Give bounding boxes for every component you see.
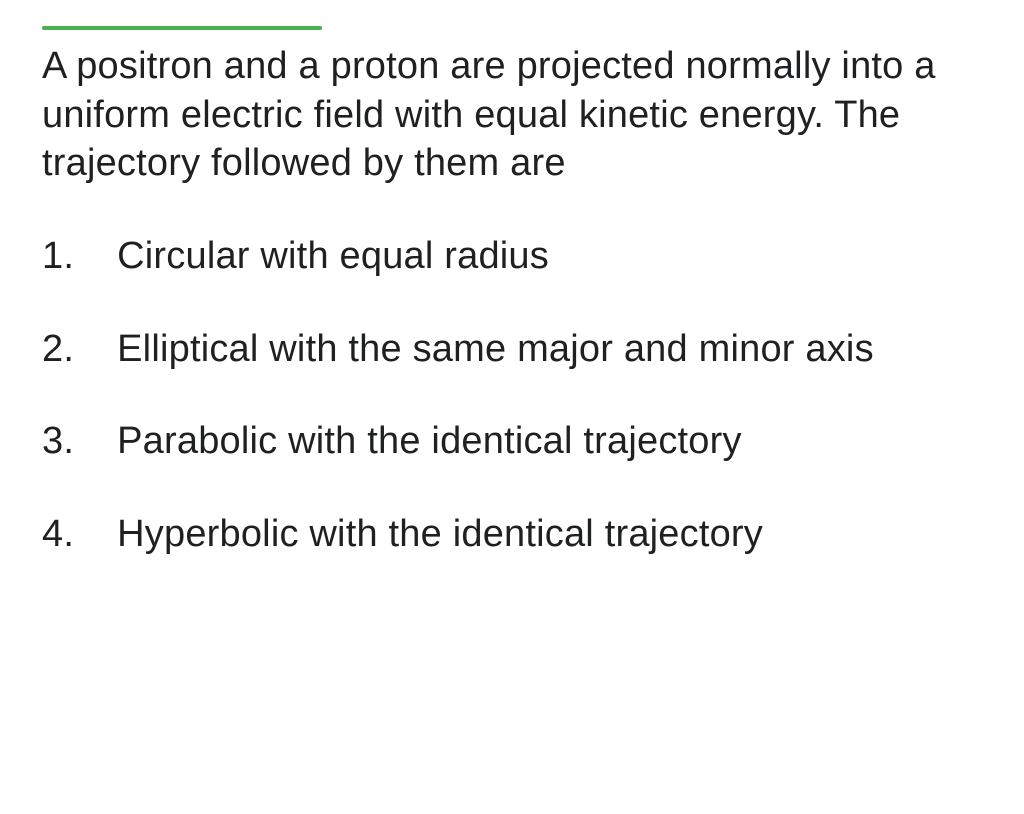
question-text: A positron and a proton are projected no…	[42, 42, 982, 188]
option-4[interactable]: 4. Hyperbolic with the identical traject…	[42, 510, 982, 559]
option-number: 4.	[42, 513, 74, 555]
option-3[interactable]: 3. Parabolic with the identical trajecto…	[42, 417, 982, 466]
option-1[interactable]: 1. Circular with equal radius	[42, 232, 982, 281]
option-text: Elliptical with the same major and minor…	[117, 328, 874, 370]
option-number: 1.	[42, 235, 74, 277]
page: A positron and a proton are projected no…	[0, 0, 1024, 558]
accent-bar	[42, 26, 322, 30]
option-text: Circular with equal radius	[117, 235, 549, 277]
options-list: 1. Circular with equal radius 2. Ellipti…	[42, 232, 982, 559]
option-text: Hyperbolic with the identical trajectory	[117, 513, 763, 555]
option-2[interactable]: 2. Elliptical with the same major and mi…	[42, 325, 982, 374]
option-text: Parabolic with the identical trajectory	[117, 420, 742, 462]
option-number: 2.	[42, 328, 74, 370]
option-number: 3.	[42, 420, 74, 462]
